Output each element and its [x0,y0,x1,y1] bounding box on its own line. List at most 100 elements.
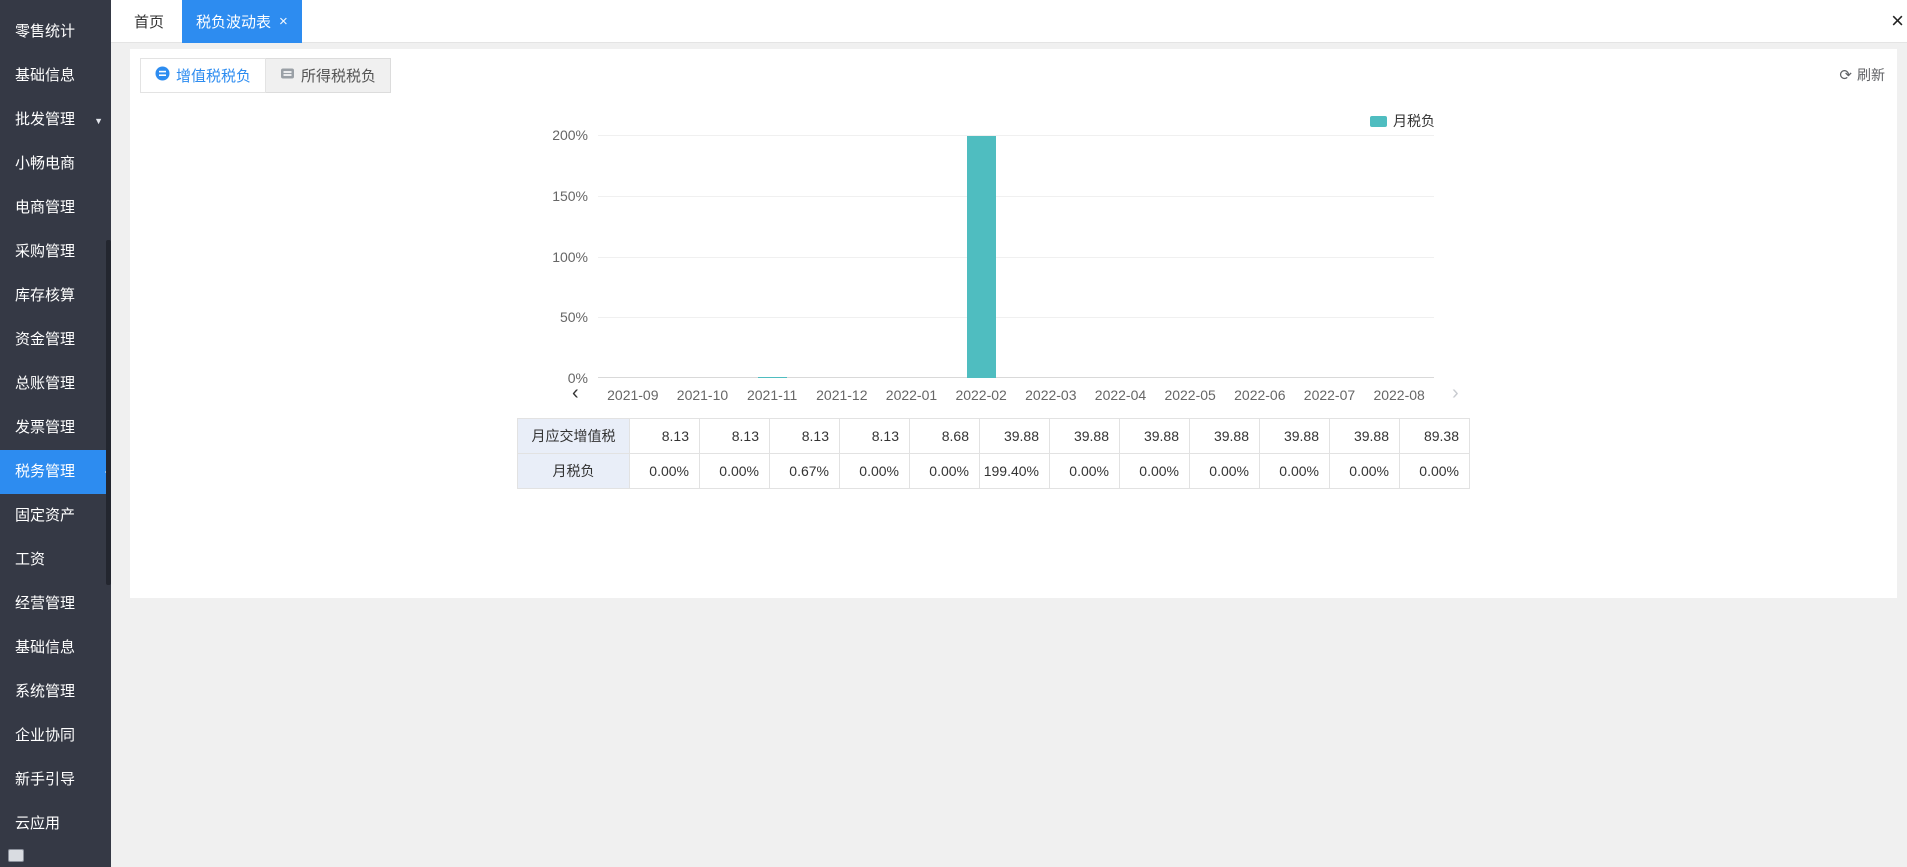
gridline [598,256,1434,258]
chart-plot-area [598,135,1434,378]
sidebar-item-8[interactable]: 总账管理 [0,362,111,406]
table-cell: 0.00% [840,454,910,489]
chart-next-icon[interactable]: › [1452,382,1459,404]
table-cell: 8.13 [770,419,840,454]
sidebar-item-15[interactable]: 系统管理 [0,670,111,714]
y-axis-tick-label: 50% [559,309,588,326]
sidebar-item-label: 发票管理 [15,419,76,436]
sidebar-item-17[interactable]: 新手引导 [0,758,111,802]
sidebar-item-2[interactable]: 批发管理 ▼ [0,98,111,142]
table-cell: 0.00% [1330,454,1400,489]
x-axis-label: 2022-02 [955,387,1007,403]
y-axis-tick-label: 150% [552,187,588,204]
sidebar-item-label: 基础信息 [15,639,76,656]
chart-prev-icon[interactable]: ‹ [572,382,579,404]
sidebar-item-16[interactable]: 企业协同 [0,714,111,758]
sidebar-item-label: 资金管理 [15,331,76,348]
x-axis-label: 2022-05 [1164,387,1216,403]
x-axis-label: 2022-03 [1025,387,1077,403]
legend-label: 月税负 [1393,113,1435,129]
tab-vat-tax-burden[interactable]: 增值税税负 [140,58,267,93]
sidebar-item-label: 新手引导 [15,771,76,788]
panel-tabs: 增值税税负 所得税税负 [140,58,392,93]
close-icon[interactable]: × [1891,8,1904,33]
chart-legend[interactable]: 月税负 [1370,111,1435,131]
sidebar-item-label: 零售统计 [15,23,76,40]
table-cell: 199.40% [980,454,1050,489]
gridline [598,317,1434,319]
gridline [598,135,1434,136]
table-cell: 39.88 [1050,419,1120,454]
top-tab-0[interactable]: 首页 [122,0,176,43]
table-cell: 0.00% [630,454,700,489]
table-cell: 39.88 [1330,419,1400,454]
refresh-button[interactable]: ⟳ 刷新 [1839,65,1885,85]
table-cell: 8.13 [700,419,770,454]
table-cell: 0.00% [910,454,980,489]
content-panel: 增值税税负 所得税税负 ⟳ 刷新 月税负 ‹ › 0% 50% 100% 150% 20… [130,49,1897,598]
sidebar-item-4[interactable]: 电商管理 [0,186,111,230]
table-cell: 8.13 [630,419,700,454]
sidebar-menu: 零售统计 基础信息 批发管理 ▼ 小畅电商 电商管理 采购管理 库存核算 资金管理 总账管理 发票管… [0,0,111,846]
top-tab-1[interactable]: 税负波动表 × [182,0,302,43]
x-axis-label: 2021-09 [607,387,659,403]
refresh-label: 刷新 [1857,67,1885,83]
x-axis-label: 2021-12 [816,387,868,403]
y-axis-tick-label: 0% [567,370,588,386]
table-cell: 39.88 [1260,419,1330,454]
x-axis-label: 2022-04 [1094,387,1147,403]
sidebar-item-14[interactable]: 基础信息 [0,626,111,670]
top-tabs: 首页 税负波动表 × [111,0,1907,43]
sidebar-item-5[interactable]: 采购管理 [0,230,111,274]
sidebar-item-11[interactable]: 固定资产 [0,494,111,538]
x-axis-label: 2021-10 [676,387,729,403]
table-cell: 0.00% [1120,454,1190,489]
y-axis-tick-label: 100% [552,248,588,265]
bar-2021-11[interactable] [757,377,787,378]
sidebar-item-9[interactable]: 发票管理 [0,406,111,450]
sidebar-item-label: 电商管理 [15,199,76,216]
sidebar-item-label: 云应用 [15,815,61,832]
x-axis-label: 2022-08 [1373,387,1425,403]
table-cell: 0.00% [1050,454,1120,489]
sidebar-item-3[interactable]: 小畅电商 [0,142,111,186]
sidebar-item-label: 企业协同 [15,727,76,744]
close-tab-icon[interactable]: × [279,12,288,30]
top-tab-bar: 首页 税负波动表 × × [111,0,1907,43]
table-cell: 39.88 [1190,419,1260,454]
table-cell: 39.88 [980,419,1050,454]
sidebar-item-label: 批发管理 [15,111,76,128]
sidebar-collapse-icon[interactable] [8,849,24,862]
sidebar-item-label: 工资 [15,551,46,568]
tab-label: 所得税税负 [301,68,377,85]
sidebar-item-0[interactable]: 零售统计 [0,10,111,54]
y-axis-tick-label: 200% [552,127,588,143]
sidebar-item-label: 库存核算 [15,287,76,304]
sidebar-item-label: 总账管理 [15,375,76,392]
sidebar-item-10[interactable]: 税务管理 [0,450,111,494]
x-axis-label: 2022-06 [1234,387,1286,403]
sidebar-scrollbar[interactable] [106,240,111,585]
sidebar: 零售统计 基础信息 批发管理 ▼ 小畅电商 电商管理 采购管理 库存核算 资金管理 总账管理 发票管… [0,0,111,867]
vat-tax-icon [155,66,170,85]
sidebar-item-1[interactable]: 基础信息 [0,54,111,98]
table-row-label: 月应交增值税 [518,419,630,454]
tab-label: 增值税税负 [176,68,252,85]
legend-marker [1370,115,1387,127]
x-axis-label: 2022-07 [1303,387,1356,403]
sidebar-item-18[interactable]: 云应用 [0,802,111,846]
table-cell: 8.13 [840,419,910,454]
table-row-label: 月税负 [518,454,630,489]
sidebar-item-label: 经营管理 [15,595,76,612]
data-table: 月应交增值税 8.13 8.13 8.13 8.13 8.68 39.88 39.88 39.8… [517,418,1470,489]
bar-2022-02[interactable] [966,136,996,378]
table-cell: 89.38 [1400,419,1470,454]
table-cell: 0.00% [1260,454,1330,489]
sidebar-item-label: 税务管理 [15,463,76,480]
tab-income-tax-burden[interactable]: 所得税税负 [266,58,392,93]
sidebar-item-12[interactable]: 工资 [0,538,111,582]
sidebar-item-13[interactable]: 经营管理 [0,582,111,626]
sidebar-item-6[interactable]: 库存核算 [0,274,111,318]
sidebar-item-label: 固定资产 [15,507,76,524]
sidebar-item-7[interactable]: 资金管理 [0,318,111,362]
